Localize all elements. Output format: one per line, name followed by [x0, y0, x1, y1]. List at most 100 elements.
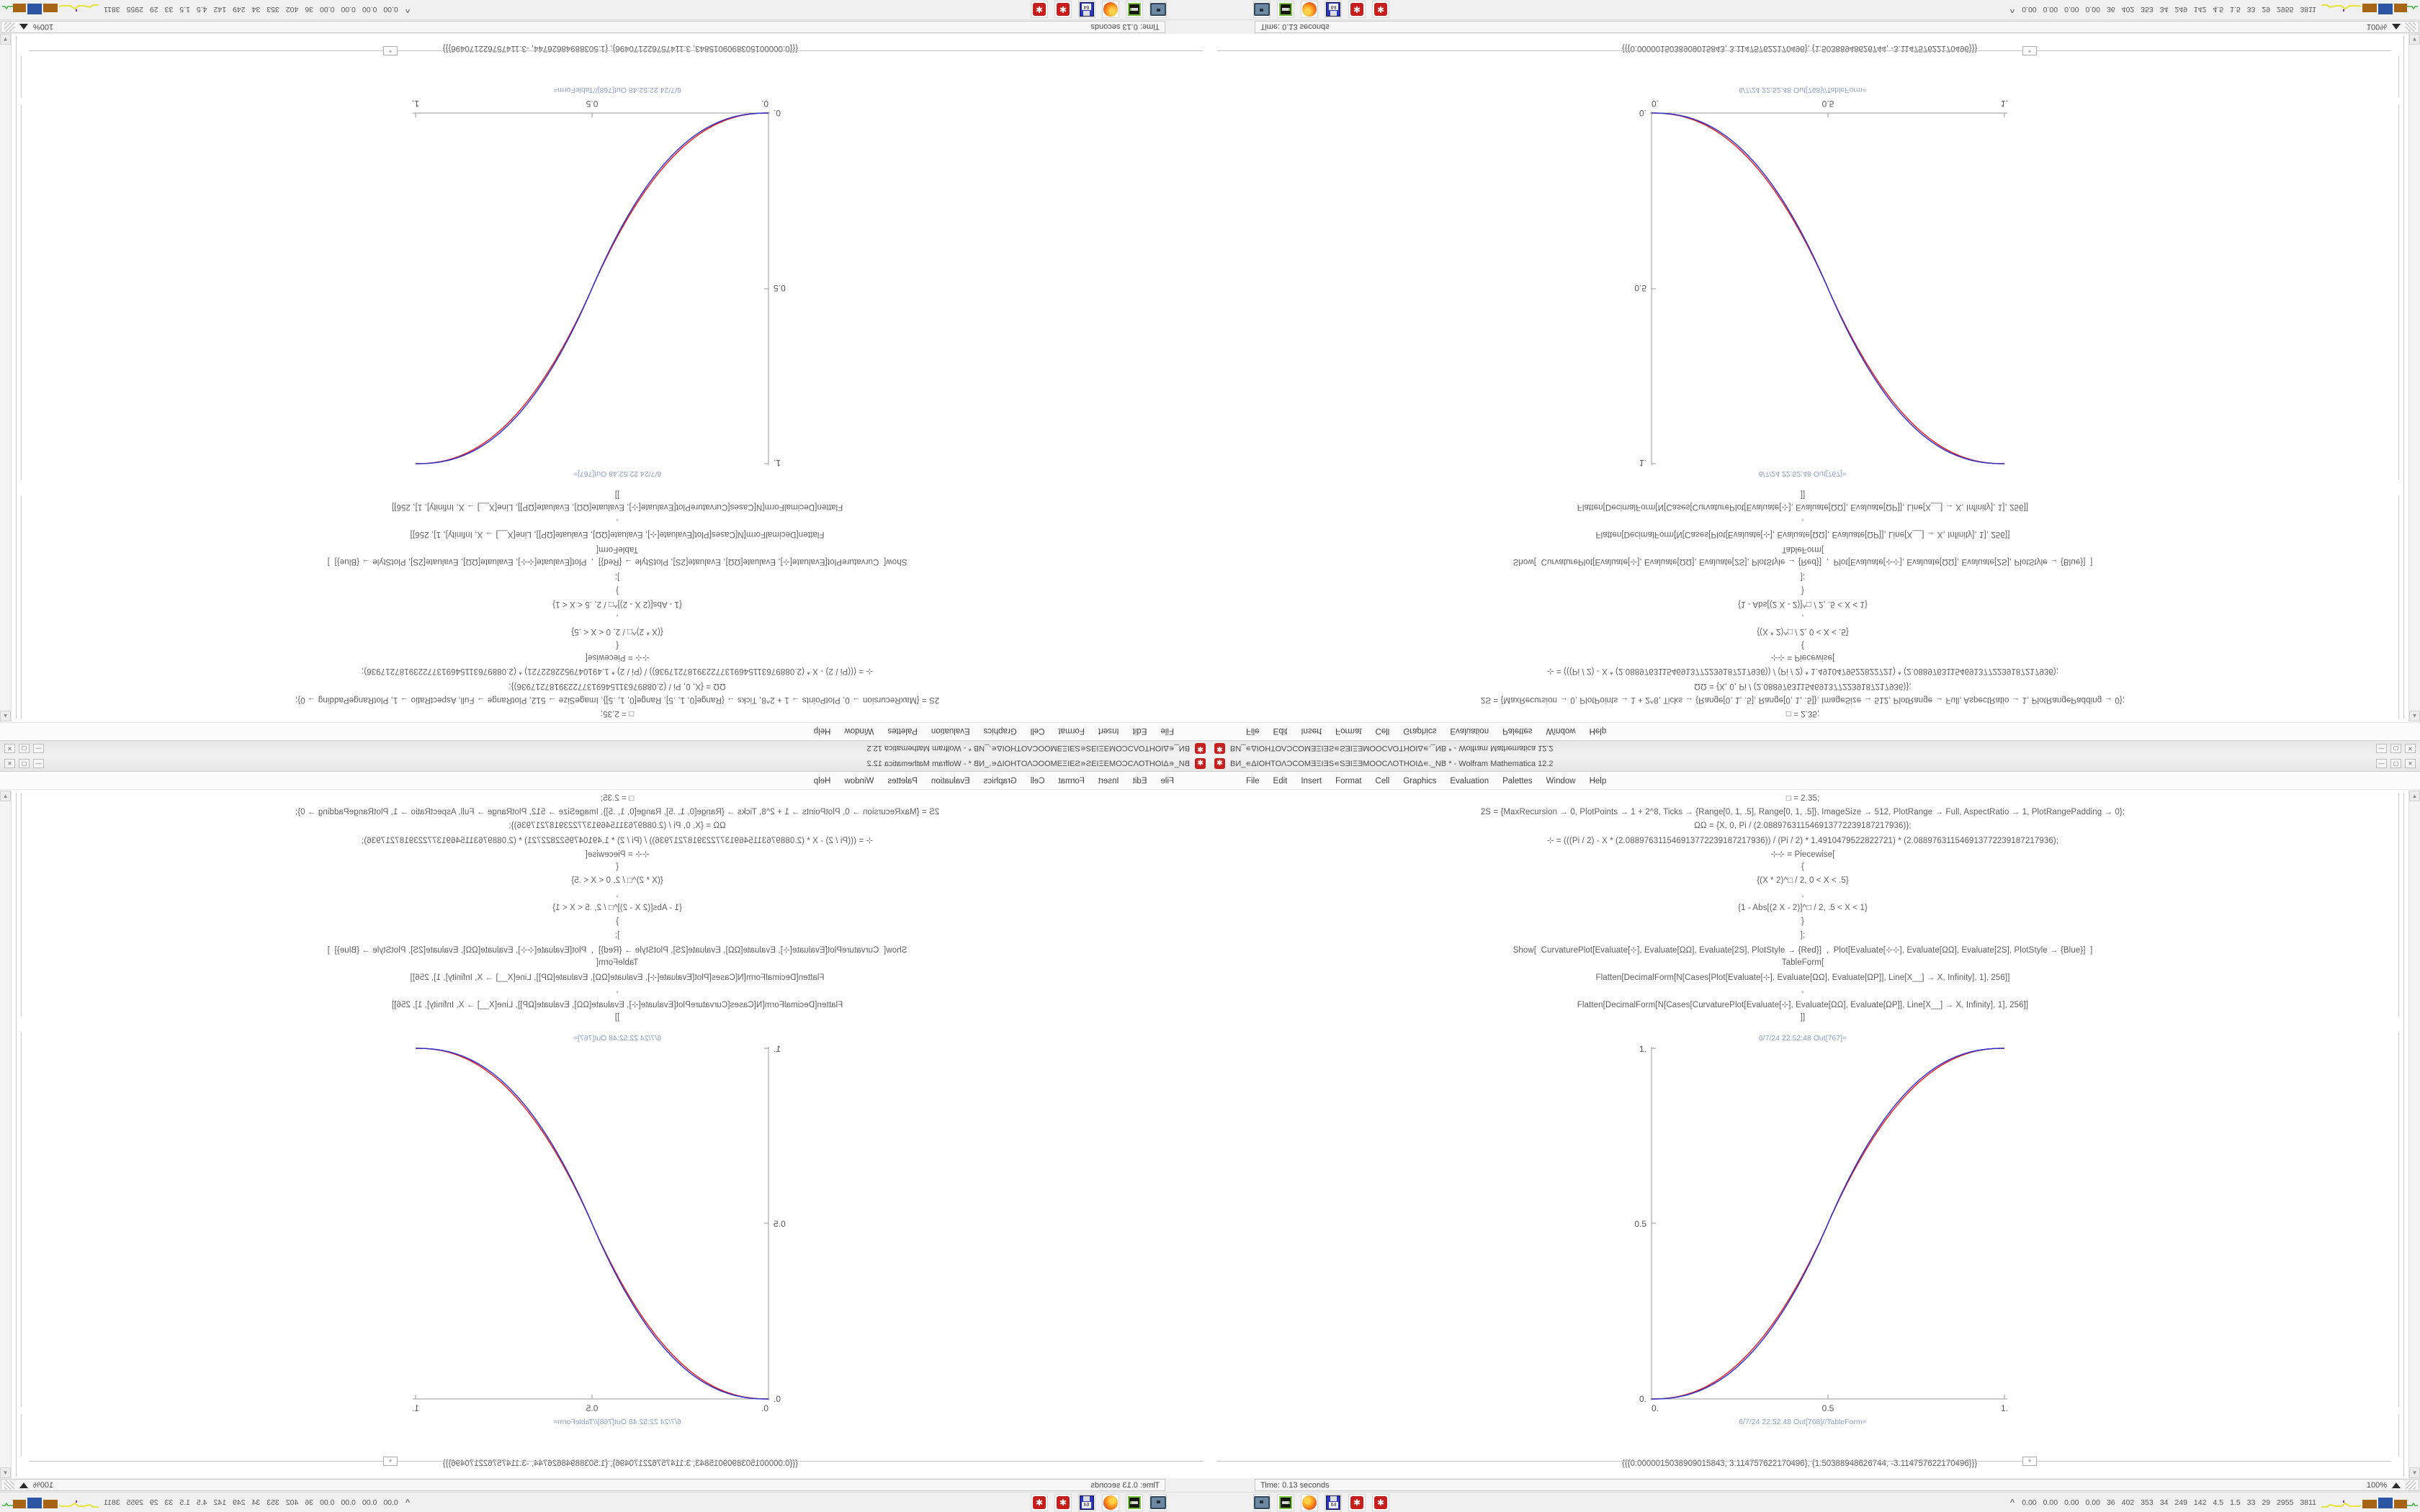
maximize-button[interactable]: ▢ — [2390, 759, 2401, 768]
taskbar-item-display[interactable] — [1150, 1493, 1167, 1511]
code-line[interactable]: 2S = {MaxRecursion → 0, PlotPoints → 1 +… — [1480, 696, 2125, 704]
window-titlebar[interactable]: ✱ ВИ_∊ΔΙΟΗΤΟΛϽCOMƎΞΙƎS∊SƎΙΞƎΜΟΟCΛΟΤΗΟΙΔ∊… — [1210, 740, 2420, 756]
zoom-dropdown-icon[interactable] — [19, 1482, 28, 1488]
code-line[interactable]: TableForm[ — [596, 545, 639, 554]
cell-group-bracket[interactable] — [16, 36, 17, 719]
code-line[interactable]: { — [1801, 863, 1804, 871]
taskbar-item-firefox[interactable] — [1102, 1493, 1119, 1511]
zoom-level[interactable]: 100% — [2366, 22, 2387, 32]
cell-insert-plus-button[interactable]: + — [383, 1457, 398, 1466]
code-line[interactable]: ΩΩ = {X, 0, Pi / (2.08897631154691377223… — [1694, 822, 1912, 830]
menu-cell[interactable]: Cell — [1375, 776, 1390, 786]
code-line[interactable]: , — [616, 613, 619, 622]
input-cell-bracket[interactable] — [2398, 495, 2399, 719]
menu-edit[interactable]: Edit — [1132, 776, 1147, 786]
code-line[interactable]: ⊹⊹ = Piecewise[ — [1770, 850, 1835, 859]
code-line[interactable]: , — [1801, 890, 1804, 899]
code-line[interactable]: {(X * 2)^□ / 2, 0 < X < .5} — [1757, 627, 1849, 636]
vertical-scrollbar[interactable]: ▲ ▼ — [0, 34, 12, 721]
code-line[interactable]: ]; — [1800, 572, 1806, 581]
taskbar-item-firefox[interactable] — [1301, 1493, 1318, 1511]
taskbar-item-firefox[interactable] — [1102, 1, 1119, 19]
taskbar-item-kernel-1[interactable]: ✱ — [1348, 1, 1366, 19]
menu-insert[interactable]: Insert — [1301, 776, 1322, 786]
menu-help[interactable]: Help — [813, 726, 831, 736]
code-line[interactable]: , — [1801, 986, 1804, 994]
code-line[interactable]: ΩΩ = {X, 0, Pi / (2.08897631154691377223… — [508, 822, 726, 830]
code-line[interactable]: ⊹ = (((Pi / 2) - X * (2.0889763115469137… — [1546, 667, 2059, 675]
input-cell-bracket[interactable] — [21, 793, 22, 1017]
table-output-cell-bracket[interactable] — [21, 1414, 22, 1456]
cell-group-bracket[interactable] — [2403, 793, 2404, 1476]
taskbar-item-battery[interactable] — [1126, 1, 1143, 19]
menu-file[interactable]: File — [1246, 776, 1260, 786]
code-line[interactable]: □ = 2.35; — [600, 794, 635, 803]
code-line[interactable]: ⊹⊹ = Piecewise[ — [585, 653, 650, 662]
code-line[interactable]: {1 - Abs[(2 X - 2)]^□ / 2, .5 < X < 1} — [552, 600, 682, 608]
menu-edit[interactable]: Edit — [1273, 726, 1288, 736]
code-line[interactable]: ⊹⊹ = Piecewise[ — [1770, 653, 1835, 662]
code-line[interactable]: Show[ CurvaturePlot[Evaluate[⊹], Evaluat… — [1512, 557, 2093, 566]
cell-insertion-line[interactable] — [29, 50, 1203, 51]
menu-window[interactable]: Window — [844, 776, 874, 786]
code-line[interactable]: ⊹ = (((Pi / 2) - X * (2.0889763115469137… — [361, 667, 874, 675]
menu-file[interactable]: File — [1160, 726, 1174, 736]
code-line[interactable]: ]; — [614, 572, 620, 581]
taskbar-item-kernel-1[interactable]: ✱ — [1348, 1493, 1366, 1511]
close-button[interactable]: ✕ — [4, 744, 15, 753]
code-line[interactable]: Flatten[DecimalForm[N[Cases[Plot[Evaluat… — [1595, 973, 2010, 982]
code-line[interactable]: { — [1801, 641, 1804, 649]
menu-window[interactable]: Window — [1546, 776, 1576, 786]
taskbar-item-display[interactable] — [1253, 1, 1270, 19]
code-line[interactable]: Show[ CurvaturePlot[Evaluate[⊹], Evaluat… — [1512, 946, 2093, 955]
close-button[interactable]: ✕ — [4, 759, 15, 768]
code-line[interactable]: Flatten[DecimalForm[N[Cases[CurvaturePlo… — [391, 1001, 843, 1009]
code-line[interactable]: , — [616, 518, 619, 526]
code-line[interactable]: { — [616, 641, 619, 649]
scroll-down-button[interactable]: ▼ — [2409, 1467, 2420, 1478]
scroll-up-button[interactable]: ▲ — [0, 791, 11, 801]
cell-group-bracket[interactable] — [16, 793, 17, 1476]
code-line[interactable]: □ = 2.35; — [1785, 709, 1820, 718]
resize-grip-icon[interactable] — [2406, 1480, 2416, 1490]
system-monitor-sparklines[interactable] — [2, 1, 99, 19]
plot-output-cell-bracket[interactable] — [21, 1032, 22, 1407]
table-output-cell-bracket[interactable] — [2398, 1414, 2399, 1456]
minimize-button[interactable]: — — [33, 759, 44, 768]
code-line[interactable]: ]] — [1800, 490, 1806, 499]
menu-help[interactable]: Help — [1589, 726, 1607, 736]
taskbar-item-floppy[interactable]: 64 — [1325, 1, 1342, 19]
zoom-level[interactable]: 100% — [2366, 1480, 2387, 1490]
minimize-button[interactable]: — — [2376, 744, 2387, 753]
taskbar-item-kernel-2[interactable]: ✱ — [1031, 1, 1048, 19]
scroll-down-button[interactable]: ▼ — [2409, 34, 2420, 45]
menu-graphics[interactable]: Graphics — [1403, 776, 1437, 786]
code-line[interactable]: □ = 2.35; — [1785, 794, 1820, 803]
code-line[interactable]: {1 - Abs[(2 X - 2)]^□ / 2, .5 < X < 1} — [552, 904, 682, 912]
code-line[interactable]: ⊹ = (((Pi / 2) - X * (2.0889763115469137… — [1546, 837, 2059, 845]
input-cell-bracket[interactable] — [21, 495, 22, 719]
notebook-content[interactable]: □ = 2.35; 2S = {MaxRecursion → 0, PlotPo… — [0, 3, 1210, 721]
cell-insertion-line[interactable] — [1217, 1461, 2391, 1462]
taskbar-item-floppy[interactable]: 64 — [1078, 1493, 1095, 1511]
menu-edit[interactable]: Edit — [1273, 776, 1288, 786]
notebook-content[interactable]: □ = 2.35; 2S = {MaxRecursion → 0, PlotPo… — [1210, 3, 2420, 721]
menu-format[interactable]: Format — [1058, 726, 1085, 736]
code-line[interactable]: } — [1801, 586, 1804, 595]
code-line[interactable]: } — [1801, 917, 1804, 926]
code-line[interactable]: } — [616, 586, 619, 595]
menu-file[interactable]: File — [1246, 726, 1260, 736]
code-line[interactable]: TableForm[ — [1781, 545, 1824, 554]
zoom-dropdown-icon[interactable] — [2392, 24, 2401, 30]
system-monitor-sparklines[interactable] — [2, 1494, 99, 1511]
minimize-button[interactable]: — — [33, 744, 44, 753]
menu-cell[interactable]: Cell — [1375, 726, 1390, 736]
code-line[interactable]: ]; — [614, 931, 620, 940]
menu-cell[interactable]: Cell — [1030, 776, 1045, 786]
minimize-button[interactable]: — — [2376, 759, 2387, 768]
taskbar-item-kernel-1[interactable]: ✱ — [1054, 1, 1072, 19]
cell-insert-plus-button[interactable]: + — [2022, 1457, 2037, 1466]
menu-palettes[interactable]: Palettes — [887, 776, 918, 786]
maximize-button[interactable]: ▢ — [19, 744, 30, 753]
close-button[interactable]: ✕ — [2405, 759, 2416, 768]
